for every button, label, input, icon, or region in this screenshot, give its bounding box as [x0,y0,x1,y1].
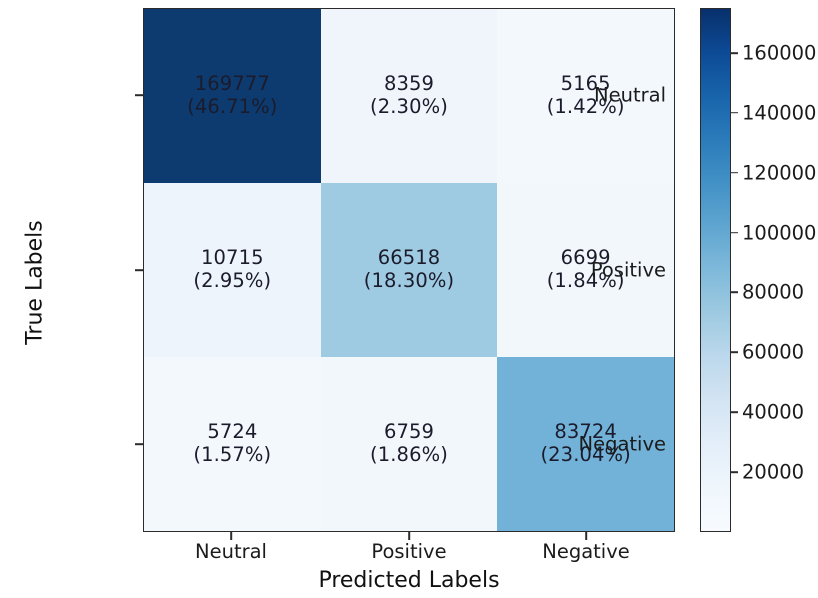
colorbar-tick-label-80000: 80000 [742,280,805,304]
x-tick-mark-negative [585,532,587,540]
cell-percentage: (2.30%) [370,95,448,119]
cell-label: 10715 (2.95%) [144,246,321,292]
cell-label: 5724 (1.57%) [144,420,321,466]
x-tick-label-positive: Positive [371,540,447,563]
cell-label: 6759 (1.86%) [321,420,498,466]
y-axis-title: True Labels [22,220,48,345]
heatmap-cell-negative-positive: 6759 (1.86%) [320,357,498,531]
y-tick-label-negative: Negative [578,432,666,456]
heatmap-cell-negative-neutral: 5724 (1.57%) [144,357,321,531]
x-tick-label-negative: Negative [542,540,630,563]
cell-count: 5724 [207,420,258,444]
colorbar-gradient [700,8,731,532]
y-tick-mark-neutral [135,94,143,96]
y-tick-label-positive: Positive [590,258,666,282]
colorbar-tick-mark-80000 [731,291,738,294]
colorbar [700,8,731,532]
colorbar-tick-label-100000: 100000 [742,221,817,245]
cell-count: 66518 [377,246,441,270]
y-tick-mark-positive [135,269,143,271]
x-tick-mark-positive [408,532,410,540]
cell-percentage: (46.71%) [187,95,278,119]
y-tick-label-neutral: Neutral [594,83,666,107]
x-axis-title: Predicted Labels [318,568,500,593]
colorbar-tick-mark-60000 [731,351,738,354]
cell-label: 169777 (46.71%) [144,72,321,118]
heatmap-cell-neutral-positive: 8359 (2.30%) [320,9,498,183]
colorbar-tick-label-120000: 120000 [742,161,817,185]
cell-count: 6759 [383,420,434,444]
cell-count: 169777 [194,72,270,96]
colorbar-tick-mark-140000 [731,112,738,114]
heatmap-cell-neutral-neutral: 169777 (46.71%) [144,9,321,183]
cell-percentage: (2.95%) [193,269,272,293]
colorbar-tick-label-140000: 140000 [742,101,817,125]
cell-label: 8359 (2.30%) [321,72,498,118]
colorbar-tick-mark-160000 [731,52,738,54]
x-tick-label-neutral: Neutral [195,540,267,563]
y-tick-mark-negative [135,443,143,445]
cell-count: 8359 [383,72,434,96]
heatmap-cell-positive-neutral: 10715 (2.95%) [144,183,321,357]
cell-percentage: (18.30%) [363,269,455,293]
colorbar-tick-label-160000: 160000 [742,41,817,65]
colorbar-tick-label-60000: 60000 [742,340,805,364]
cell-label: 66518 (18.30%) [321,246,498,292]
colorbar-tick-mark-100000 [731,231,738,234]
cell-percentage: (1.57%) [193,443,272,467]
colorbar-tick-label-20000: 20000 [742,460,805,484]
cell-percentage: (1.86%) [370,443,448,467]
colorbar-tick-label-40000: 40000 [742,400,805,424]
cell-count: 10715 [201,246,264,270]
x-tick-mark-neutral [230,532,232,540]
heatmap-cell-positive-positive: 66518 (18.30%) [320,183,498,357]
colorbar-tick-mark-20000 [731,471,738,473]
colorbar-tick-mark-40000 [731,411,738,414]
colorbar-tick-mark-120000 [731,171,738,174]
